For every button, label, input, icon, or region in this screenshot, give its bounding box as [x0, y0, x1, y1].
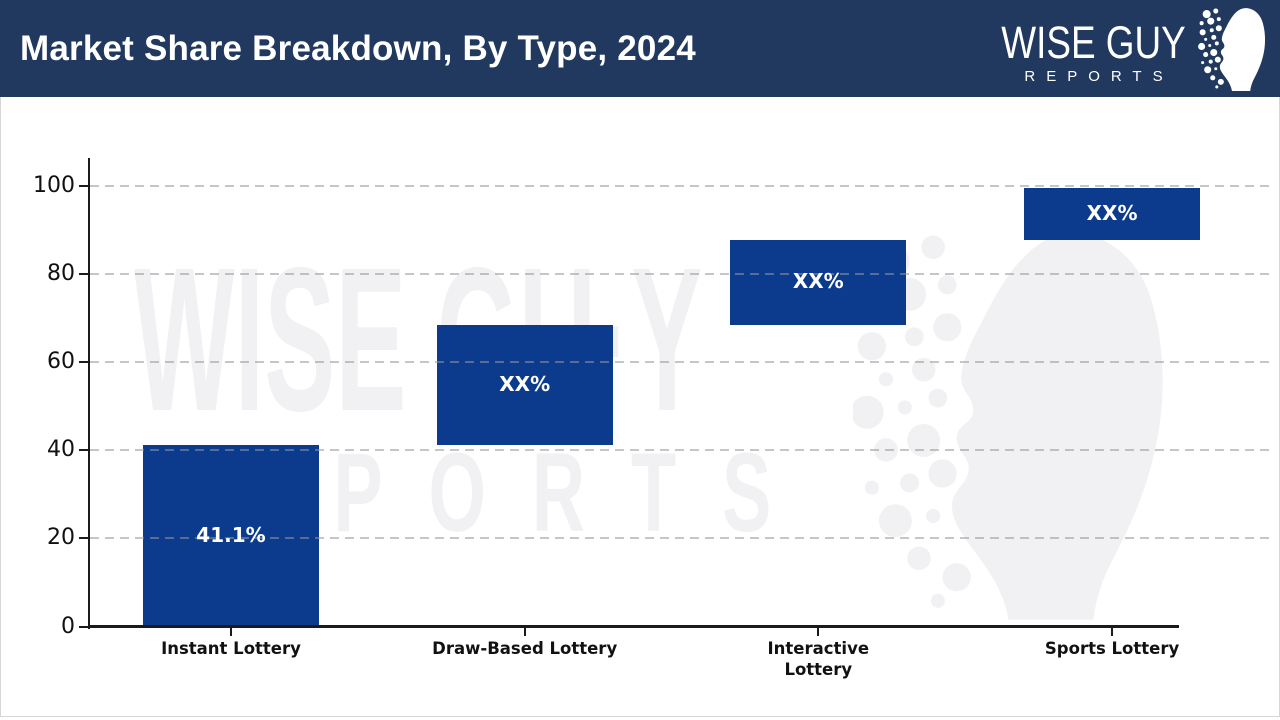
y-axis-tick-60 — [79, 361, 88, 364]
gridline-20 — [90, 537, 1273, 540]
y-axis-tick-80 — [79, 272, 88, 275]
header-bar: Market Share Breakdown, By Type, 2024 WI… — [0, 0, 1280, 97]
y-axis-tick-100 — [79, 184, 88, 187]
bar-value-label: XX% — [1086, 201, 1138, 225]
bar-4 — [1024, 188, 1201, 240]
y-axis-tick-20 — [79, 537, 88, 540]
gridline-60 — [90, 361, 1273, 364]
x-axis-line — [88, 625, 1179, 628]
brand-subname: REPORTS — [1024, 68, 1174, 85]
x-axis-category-label: Sports Lottery — [1044, 639, 1180, 658]
brand-logo: WISE GUY REPORTS — [1001, 4, 1270, 94]
y-axis-tick-label: 100 — [33, 172, 75, 198]
x-axis-category-label: Interactive Lottery — [767, 639, 870, 679]
brand-logo-text: WISE GUY REPORTS — [981, 20, 1206, 85]
bar-value-label: 41.1% — [196, 522, 266, 547]
gridline-100 — [90, 184, 1273, 187]
x-axis-tick-2 — [523, 628, 526, 636]
bar-value-label: XX% — [499, 371, 551, 396]
y-axis-tick-0 — [79, 625, 88, 628]
x-axis-tick-1 — [230, 628, 232, 636]
y-axis-line — [88, 158, 90, 629]
gridline-80 — [90, 272, 1273, 275]
chart-canvas: WISE GU·Y REPORTS 0 20 40 60 80 100 41.1% XX% XX… — [0, 97, 1280, 717]
brand-face-icon — [1198, 8, 1266, 91]
y-axis-tick-label: 80 — [47, 260, 75, 286]
y-axis-tick-label: 60 — [47, 349, 75, 375]
y-axis-tick-label: 0 — [61, 613, 75, 639]
y-axis-tick-label: 20 — [47, 525, 75, 551]
plot-area: 0 20 40 60 80 100 41.1% XX% XX% XX% Instant Lotter… — [1, 97, 1279, 716]
x-axis-tick-3 — [817, 628, 820, 636]
bar-1 — [143, 445, 319, 627]
x-axis-category-label: Instant Lottery — [161, 639, 301, 658]
brand-name: WISE GUY — [1001, 17, 1186, 68]
bar-3 — [730, 240, 907, 325]
x-axis-tick-4 — [1111, 628, 1114, 636]
bar-value-label: XX% — [792, 269, 844, 294]
page-title: Market Share Breakdown, By Type, 2024 — [20, 28, 696, 68]
gridline-40 — [90, 449, 1273, 452]
y-axis-tick-label: 40 — [47, 437, 75, 463]
x-axis-category-label: Draw-Based Lottery — [432, 639, 618, 658]
y-axis-tick-40 — [79, 449, 88, 452]
bar-2 — [436, 324, 613, 446]
